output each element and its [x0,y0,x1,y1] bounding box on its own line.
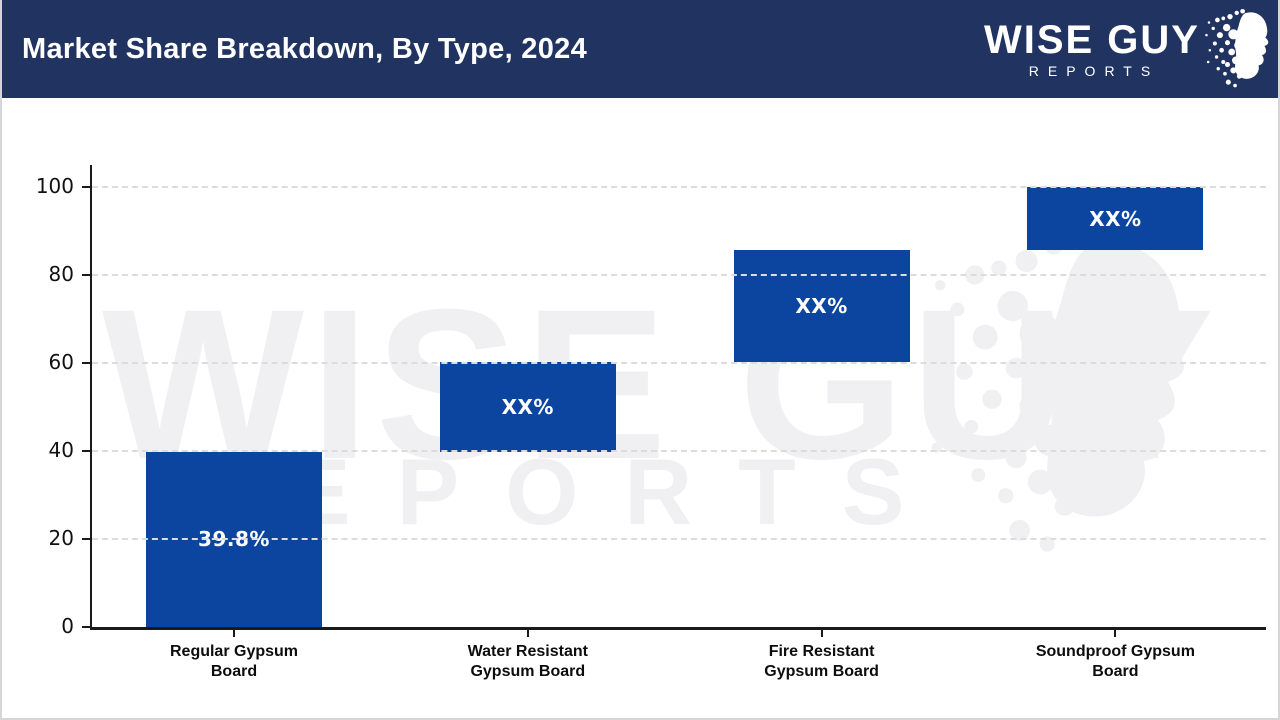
logo-text: WISE GUY REPORTS [984,20,1200,79]
logo-wordmark: WISE GUY [983,17,1200,62]
gridline-y-80 [92,274,1266,276]
y-tick-80 [82,274,91,276]
x-category-label: Water Resistant Gypsum Board [467,643,588,680]
header-bar: Market Share Breakdown, By Type, 2024 WI… [2,0,1280,98]
gridline-y-60 [92,362,1266,364]
y-tick-label-40: 40 [48,438,74,462]
x-category-label: Soundproof Gypsum Board [1035,643,1195,680]
x-tick-2 [820,627,823,637]
x-tick-1 [526,627,529,637]
gridline-y-40 [92,450,1266,452]
bar-value-label: XX% [501,394,554,419]
y-tick-100 [82,186,91,188]
page-title: Market Share Breakdown, By Type, 2024 [22,32,588,65]
y-tick-label-60: 60 [48,350,74,374]
y-tick-20 [82,538,91,540]
x-tick-0 [233,627,235,637]
y-tick-label-20: 20 [48,526,74,550]
bar-value-label: XX% [1089,206,1142,231]
x-category-label: Regular Gypsum Board [169,643,299,680]
dotted-head-icon [1188,5,1272,93]
y-tick-0 [82,626,91,628]
y-tick-label-0: 0 [61,614,74,638]
plot-area: 0 20 40 60 80 100 39.8% Regular Gypsum Board XX%… [36,165,1266,680]
y-tick-label-80: 80 [48,262,74,286]
y-tick-label-100: 100 [35,174,74,198]
y-tick-60 [82,362,91,364]
bar-value-label: XX% [795,294,848,319]
y-tick-40 [82,450,91,452]
logo-subtitle: REPORTS [1028,62,1160,79]
bar-soundproof-gypsum-board: XX% [1027,187,1204,251]
bar-water-resistant-gypsum-board: XX% [439,361,616,452]
gridline-y-20 [92,538,1266,540]
bar-fire-resistant-gypsum-board: XX% [733,250,910,362]
x-category-label: Fire Resistant Gypsum Board [764,643,879,680]
x-tick-3 [1114,627,1117,637]
gridline-y-100 [92,186,1266,188]
wise-guy-reports-logo: WISE GUY REPORTS [984,5,1280,93]
